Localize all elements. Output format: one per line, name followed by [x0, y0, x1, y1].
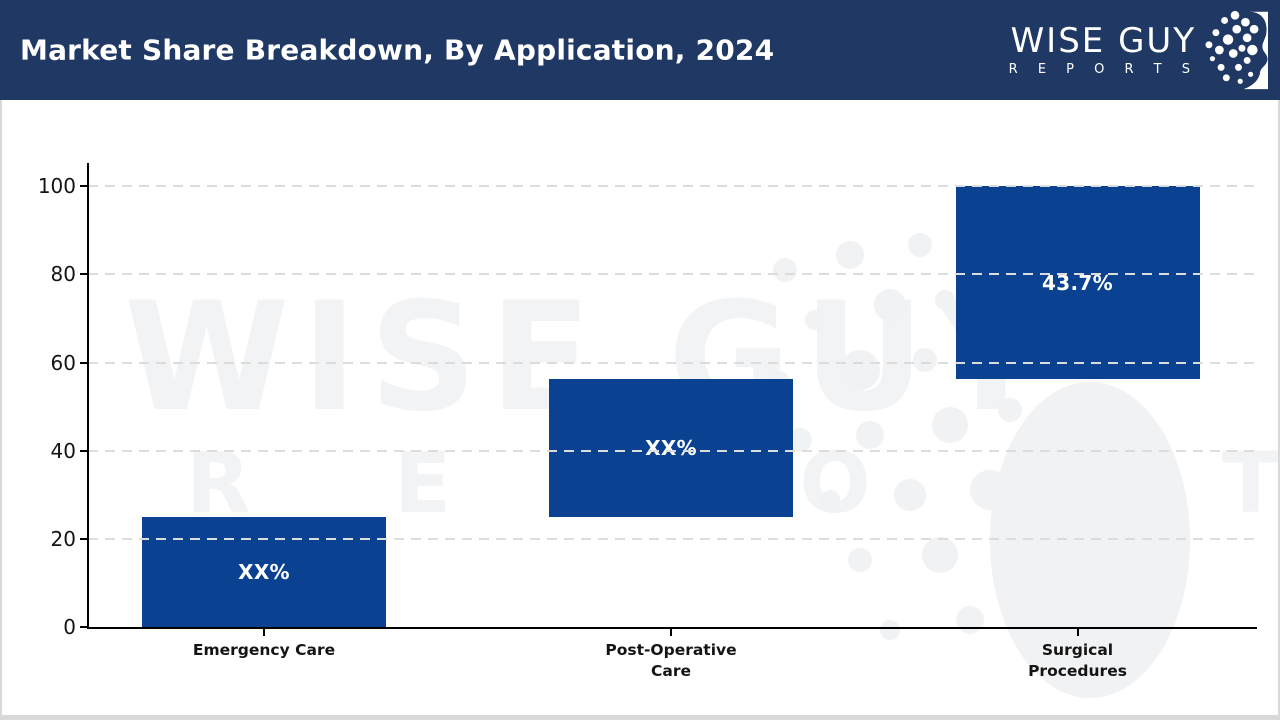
x-tick-mark	[263, 629, 265, 636]
x-category-label: Surgical Procedures	[938, 640, 1218, 682]
x-axis-line	[87, 627, 1257, 629]
y-tick-mark	[80, 626, 88, 628]
chart-title: Market Share Breakdown, By Application, …	[20, 33, 775, 67]
y-tick-mark	[80, 537, 88, 540]
x-category-label-line: Emergency Care	[192, 641, 336, 659]
y-axis-line	[87, 163, 89, 629]
y-tick-label: 0	[63, 615, 76, 639]
x-category-label-line: Care	[651, 662, 691, 680]
page-border-left	[0, 100, 2, 720]
x-tick-mark	[1076, 629, 1079, 636]
gridline-y-100	[88, 185, 1256, 188]
brand-name: WISE GUY	[1010, 21, 1197, 61]
y-tick-label: 20	[50, 526, 76, 551]
brand-logo: WISE GUY R E P O R T S	[1009, 5, 1268, 95]
gridline-y-80	[88, 273, 1256, 276]
bar-3: 43.7%	[955, 186, 1200, 379]
y-tick-mark	[80, 361, 88, 364]
gridline-y-20	[88, 537, 1256, 540]
bar-value-label: XX%	[238, 559, 290, 584]
gridline-y-60	[88, 361, 1256, 364]
x-category-label-line: Post-Operative	[605, 641, 737, 659]
y-tick-label: 100	[37, 174, 76, 199]
x-tick-mark	[670, 629, 672, 636]
brand-logo-text: WISE GUY R E P O R T S	[1009, 22, 1198, 78]
bar-1: XX%	[142, 516, 386, 627]
y-tick-label: 60	[50, 350, 76, 375]
brand-subtitle: R E P O R T S	[1008, 62, 1198, 77]
bar-value-label: XX%	[645, 435, 697, 460]
y-tick-mark	[80, 185, 88, 188]
y-tick-mark	[80, 449, 88, 452]
y-tick-mark	[80, 273, 88, 276]
y-tick-label: 40	[50, 438, 76, 463]
gridline-y-40	[88, 449, 1256, 452]
y-tick-label: 80	[50, 262, 76, 287]
header-bar: Market Share Breakdown, By Application, …	[0, 0, 1280, 100]
x-category-label-line: Procedures	[1028, 662, 1127, 680]
page-border-bottom	[0, 715, 1280, 720]
bar-2: XX%	[549, 378, 793, 517]
page-border-right	[1278, 100, 1280, 720]
x-category-label: Post-Operative Care	[531, 640, 811, 682]
dotted-head-icon	[1205, 10, 1268, 90]
x-category-label-line: Surgical	[1041, 641, 1114, 659]
x-category-label: Emergency Care	[124, 640, 404, 661]
